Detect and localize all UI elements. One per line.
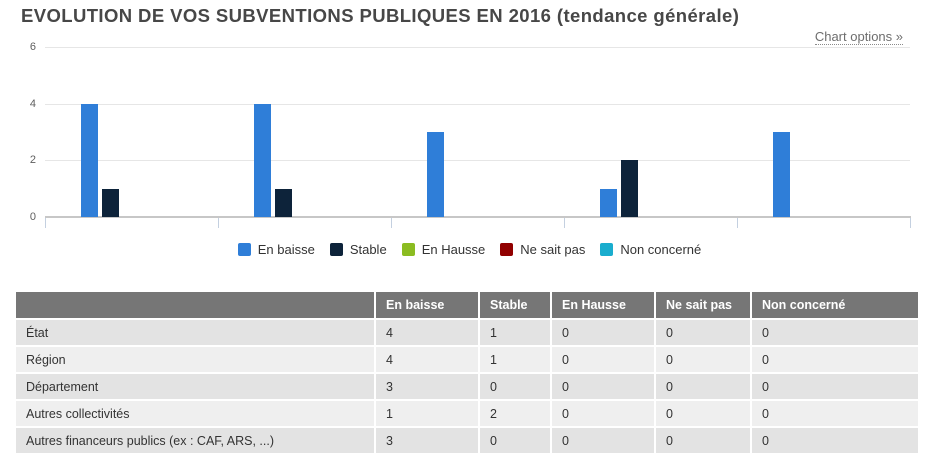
column-header: En baisse [376, 292, 478, 318]
value-cell: 0 [752, 401, 918, 426]
results-table: En baisse Stable En Hausse Ne sait pas Non c… [14, 290, 920, 455]
value-cell: 0 [480, 428, 550, 453]
chart-bar[interactable] [621, 160, 638, 217]
column-header: Non concerné [752, 292, 918, 318]
legend-item-ne-sait-pas[interactable]: Ne sait pas [500, 242, 585, 257]
table-header-row: En baisse Stable En Hausse Ne sait pas Non c… [16, 292, 918, 318]
chart-bar[interactable] [600, 189, 617, 217]
column-header: Ne sait pas [656, 292, 750, 318]
chart-bar[interactable] [773, 132, 790, 217]
row-label-cell: Département [16, 374, 374, 399]
value-cell: 0 [552, 347, 654, 372]
x-axis-tick [564, 218, 565, 228]
value-cell: 4 [376, 347, 478, 372]
table-row: Région 4 1 0 0 0 [16, 347, 918, 372]
table-body: État 4 1 0 0 0 Région 4 1 0 0 0 Département 3 0 0 0 0 Autr… [16, 320, 918, 453]
value-cell: 1 [376, 401, 478, 426]
x-axis-tick [391, 218, 392, 228]
value-cell: 0 [480, 374, 550, 399]
value-cell: 1 [480, 320, 550, 345]
chart-bar[interactable] [427, 132, 444, 217]
legend-item-non-concern-[interactable]: Non concerné [600, 242, 701, 257]
table-header: En baisse Stable En Hausse Ne sait pas Non c… [16, 292, 918, 318]
value-cell: 0 [656, 347, 750, 372]
gridline [45, 47, 910, 48]
column-header: Stable [480, 292, 550, 318]
legend-item-en-baisse[interactable]: En baisse [237, 242, 315, 257]
x-axis-tick [737, 218, 738, 228]
column-header: En Hausse [552, 292, 654, 318]
table-row: Département 3 0 0 0 0 [16, 374, 918, 399]
legend-label: Ne sait pas [520, 242, 586, 257]
value-cell: 2 [480, 401, 550, 426]
x-axis-line [45, 216, 911, 218]
value-cell: 3 [376, 374, 478, 399]
y-axis-label: 2 [29, 154, 36, 167]
legend-label: Non concerné [620, 242, 702, 257]
value-cell: 0 [752, 428, 918, 453]
legend-swatch-icon [600, 243, 614, 256]
page-title: EVOLUTION DE VOS SUBVENTIONS PUBLIQUES E… [21, 5, 740, 26]
chart-bar[interactable] [102, 189, 119, 217]
row-label-cell: État [16, 320, 374, 345]
gridline [45, 160, 910, 162]
chart-legend: En baisse Stable En Hausse Ne sait pas Non c… [0, 242, 939, 257]
table-row: Autres financeurs publics (ex : CAF, ARS… [16, 428, 918, 453]
chart-options-link[interactable]: Chart options » [814, 29, 903, 45]
row-label-cell: Autres collectivités [16, 401, 374, 426]
value-cell: 0 [552, 401, 654, 426]
value-cell: 0 [656, 374, 750, 399]
value-cell: 0 [752, 374, 918, 399]
legend-swatch-icon [237, 243, 251, 256]
legend-label: En baisse [257, 242, 315, 257]
y-axis-label: 0 [29, 211, 36, 223]
value-cell: 0 [656, 320, 750, 345]
x-axis-tick [910, 218, 911, 228]
chart-bar[interactable] [81, 104, 98, 217]
value-cell: 0 [656, 428, 750, 453]
legend-swatch-icon [329, 243, 343, 256]
legend-item-en-hausse[interactable]: En Hausse [401, 242, 486, 257]
legend-swatch-icon [500, 243, 514, 256]
value-cell: 0 [552, 320, 654, 345]
legend-swatch-icon [401, 243, 415, 256]
bar-chart: 0 2 4 6 [29, 41, 911, 228]
legend-item-stable[interactable]: Stable [329, 242, 387, 257]
value-cell: 0 [656, 401, 750, 426]
column-header [16, 292, 374, 318]
chart-bar[interactable] [275, 189, 292, 217]
x-axis-tick [218, 218, 219, 228]
row-label-cell: Autres financeurs publics (ex : CAF, ARS… [16, 428, 374, 453]
value-cell: 4 [376, 320, 478, 345]
legend-label: Stable [349, 242, 387, 257]
y-axis-label: 4 [29, 97, 36, 110]
value-cell: 0 [752, 347, 918, 372]
value-cell: 0 [552, 374, 654, 399]
y-axis-label: 6 [29, 41, 36, 53]
value-cell: 0 [752, 320, 918, 345]
chart-bar[interactable] [254, 104, 271, 217]
value-cell: 3 [376, 428, 478, 453]
table-row: État 4 1 0 0 0 [16, 320, 918, 345]
table-row: Autres collectivités 1 2 0 0 0 [16, 401, 918, 426]
legend-label: En Hausse [421, 242, 486, 257]
gridline [45, 103, 910, 105]
value-cell: 1 [480, 347, 550, 372]
row-label-cell: Région [16, 347, 374, 372]
x-axis-tick [45, 218, 46, 228]
value-cell: 0 [552, 428, 654, 453]
